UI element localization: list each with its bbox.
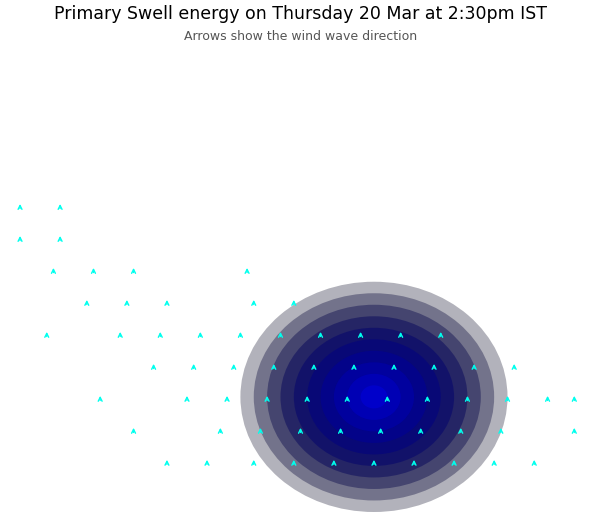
Ellipse shape — [320, 351, 427, 443]
Ellipse shape — [294, 328, 454, 466]
Ellipse shape — [254, 293, 494, 501]
Text: Arrows show the wind wave direction: Arrows show the wind wave direction — [184, 30, 417, 44]
Text: Primary Swell energy on Thursday 20 Mar at 2:30pm IST: Primary Swell energy on Thursday 20 Mar … — [54, 6, 547, 24]
Ellipse shape — [361, 386, 387, 409]
Ellipse shape — [334, 362, 414, 432]
Ellipse shape — [267, 305, 481, 489]
Ellipse shape — [281, 316, 468, 478]
Ellipse shape — [307, 339, 441, 455]
Ellipse shape — [240, 282, 507, 512]
Ellipse shape — [347, 374, 401, 420]
